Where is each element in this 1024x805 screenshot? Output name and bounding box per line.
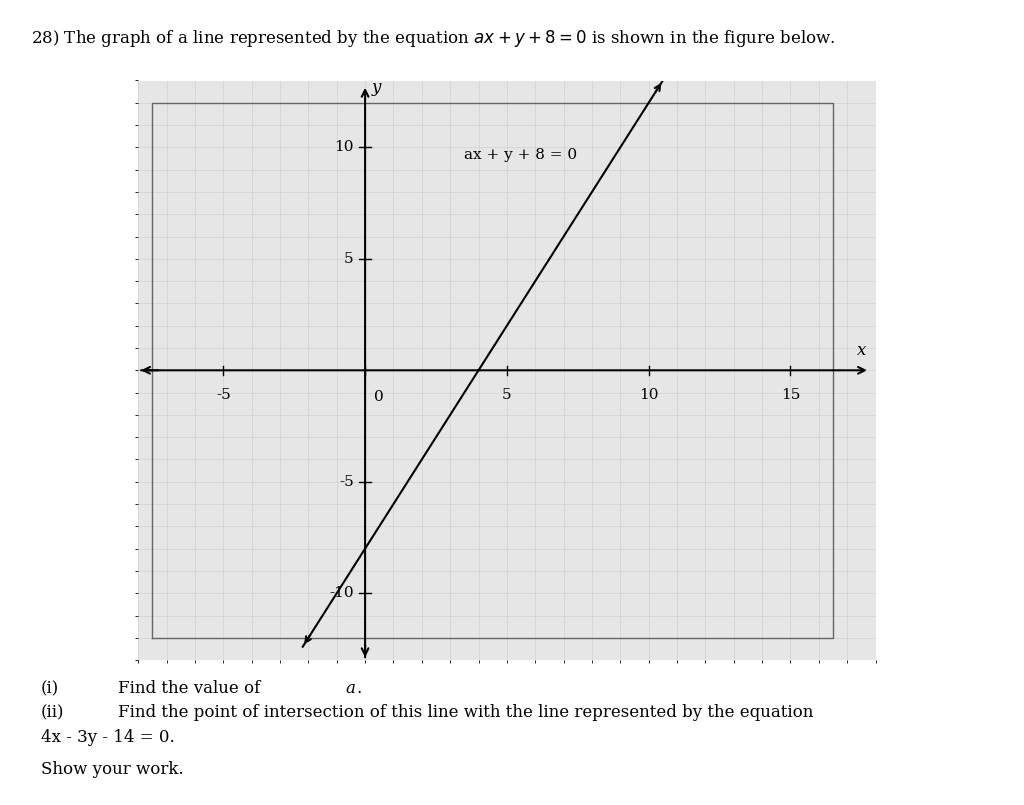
Text: 5: 5 bbox=[502, 388, 512, 402]
Text: 5: 5 bbox=[344, 252, 353, 266]
Text: 10: 10 bbox=[334, 140, 353, 155]
Text: a: a bbox=[345, 680, 355, 697]
Text: 28) The graph of a line represented by the equation $ax + y + 8 = 0$ is shown in: 28) The graph of a line represented by t… bbox=[31, 28, 836, 49]
Text: ax + y + 8 = 0: ax + y + 8 = 0 bbox=[464, 147, 578, 162]
Text: Find the point of intersection of this line with the line represented by the equ: Find the point of intersection of this l… bbox=[118, 704, 813, 721]
Text: x: x bbox=[857, 341, 866, 359]
Text: 15: 15 bbox=[780, 388, 800, 402]
Text: -10: -10 bbox=[329, 586, 353, 601]
Text: Find the value of: Find the value of bbox=[118, 680, 265, 697]
Text: y: y bbox=[372, 79, 381, 96]
Text: -5: -5 bbox=[216, 388, 230, 402]
Text: .: . bbox=[356, 680, 361, 697]
Text: 0: 0 bbox=[374, 390, 383, 404]
Text: (i): (i) bbox=[41, 680, 59, 697]
Text: (ii): (ii) bbox=[41, 704, 65, 721]
Text: 10: 10 bbox=[639, 388, 658, 402]
Text: 4x - 3y - 14 = 0.: 4x - 3y - 14 = 0. bbox=[41, 729, 175, 745]
Text: Show your work.: Show your work. bbox=[41, 761, 183, 778]
Text: -5: -5 bbox=[339, 475, 353, 489]
